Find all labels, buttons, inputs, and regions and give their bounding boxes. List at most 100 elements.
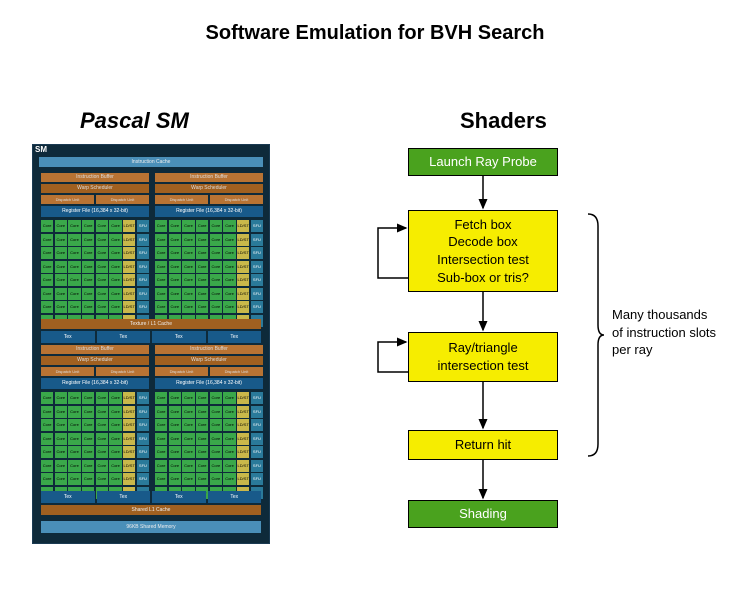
core-cell: Core: [169, 288, 181, 300]
ldst-cell: LD/ST: [237, 419, 249, 431]
core-cell: Core: [96, 473, 108, 485]
core-cell: Core: [196, 301, 208, 313]
ldst-cell: LD/ST: [123, 301, 135, 313]
ldst-cell: LD/ST: [237, 261, 249, 273]
core-cell: Core: [41, 301, 53, 313]
core-cell: Core: [109, 220, 121, 232]
core-cell: Core: [182, 301, 194, 313]
sfu-cell: SFU: [251, 247, 263, 259]
shared-memory: 96KB Shared Memory: [41, 521, 261, 533]
core-cell: Core: [196, 419, 208, 431]
core-cell: Core: [68, 220, 80, 232]
sfu-cell: SFU: [137, 247, 149, 259]
core-cell: Core: [182, 247, 194, 259]
sfu-cell: SFU: [137, 261, 149, 273]
core-cell: Core: [210, 406, 222, 418]
sm-label: SM: [35, 145, 47, 154]
flow-box-raytri: Ray/triangleintersection test: [408, 332, 558, 382]
core-cell: Core: [41, 261, 53, 273]
core-cell: Core: [210, 247, 222, 259]
core-cell: Core: [210, 220, 222, 232]
ldst-cell: LD/ST: [123, 460, 135, 472]
core-cell: Core: [182, 288, 194, 300]
core-cell: Core: [55, 274, 67, 286]
core-cell: Core: [210, 446, 222, 458]
core-cell: Core: [68, 288, 80, 300]
ldst-cell: LD/ST: [123, 274, 135, 286]
core-cell: Core: [210, 433, 222, 445]
core-cell: Core: [55, 419, 67, 431]
core-cell: Core: [82, 419, 94, 431]
tex-row: TexTexTexTex: [41, 331, 261, 343]
core-cell: Core: [169, 392, 181, 404]
core-cell: Core: [169, 301, 181, 313]
pascal-sm-title: Pascal SM: [80, 108, 189, 134]
tex-cell: Tex: [97, 491, 151, 503]
ldst-cell: LD/ST: [123, 288, 135, 300]
flow-box-launch: Launch Ray Probe: [408, 148, 558, 176]
sm-quadrant: Instruction BufferWarp SchedulerDispatch…: [155, 173, 263, 315]
core-cell: Core: [155, 460, 167, 472]
core-cell: Core: [169, 234, 181, 246]
core-cell: Core: [96, 274, 108, 286]
core-cell: Core: [55, 392, 67, 404]
core-cell: Core: [82, 473, 94, 485]
core-cell: Core: [55, 247, 67, 259]
core-cell: Core: [210, 392, 222, 404]
sfu-cell: SFU: [137, 301, 149, 313]
core-cell: Core: [55, 433, 67, 445]
core-cell: Core: [96, 234, 108, 246]
core-cell: Core: [155, 433, 167, 445]
core-cell: Core: [223, 473, 235, 485]
core-cell: Core: [55, 220, 67, 232]
core-cell: Core: [109, 301, 121, 313]
shaders-title: Shaders: [460, 108, 547, 134]
core-cell: Core: [55, 446, 67, 458]
core-cell: Core: [55, 460, 67, 472]
sfu-cell: SFU: [251, 460, 263, 472]
core-cell: Core: [196, 433, 208, 445]
sfu-cell: SFU: [137, 406, 149, 418]
core-cell: Core: [68, 419, 80, 431]
core-cell: Core: [155, 446, 167, 458]
ldst-cell: LD/ST: [123, 419, 135, 431]
core-cell: Core: [196, 220, 208, 232]
tex-cell: Tex: [152, 491, 206, 503]
core-cell: Core: [68, 446, 80, 458]
pascal-sm-block: SM Instruction Cache Instruction BufferW…: [32, 144, 270, 544]
core-cell: Core: [223, 247, 235, 259]
core-cell: Core: [82, 392, 94, 404]
sfu-cell: SFU: [251, 234, 263, 246]
core-cell: Core: [96, 288, 108, 300]
core-cell: Core: [55, 234, 67, 246]
ldst-cell: LD/ST: [237, 301, 249, 313]
core-cell: Core: [82, 433, 94, 445]
ldst-cell: LD/ST: [123, 406, 135, 418]
tex-cell: Tex: [208, 491, 262, 503]
texture-l1-cache: Texture / L1 Cache: [41, 319, 261, 329]
core-cell: Core: [182, 392, 194, 404]
sfu-cell: SFU: [251, 446, 263, 458]
core-cell: Core: [155, 274, 167, 286]
core-cell: Core: [68, 392, 80, 404]
core-cell: Core: [169, 433, 181, 445]
ldst-cell: LD/ST: [123, 473, 135, 485]
sfu-cell: SFU: [137, 220, 149, 232]
core-cell: Core: [169, 419, 181, 431]
sfu-cell: SFU: [251, 288, 263, 300]
core-cell: Core: [223, 460, 235, 472]
sfu-cell: SFU: [251, 274, 263, 286]
core-cell: Core: [96, 419, 108, 431]
sfu-cell: SFU: [137, 392, 149, 404]
core-cell: Core: [169, 460, 181, 472]
core-cell: Core: [196, 446, 208, 458]
core-cell: Core: [68, 460, 80, 472]
core-cell: Core: [68, 247, 80, 259]
core-cell: Core: [210, 301, 222, 313]
ldst-cell: LD/ST: [237, 220, 249, 232]
core-cell: Core: [96, 247, 108, 259]
core-cell: Core: [169, 261, 181, 273]
core-cell: Core: [223, 392, 235, 404]
ldst-cell: LD/ST: [237, 406, 249, 418]
core-cell: Core: [41, 220, 53, 232]
